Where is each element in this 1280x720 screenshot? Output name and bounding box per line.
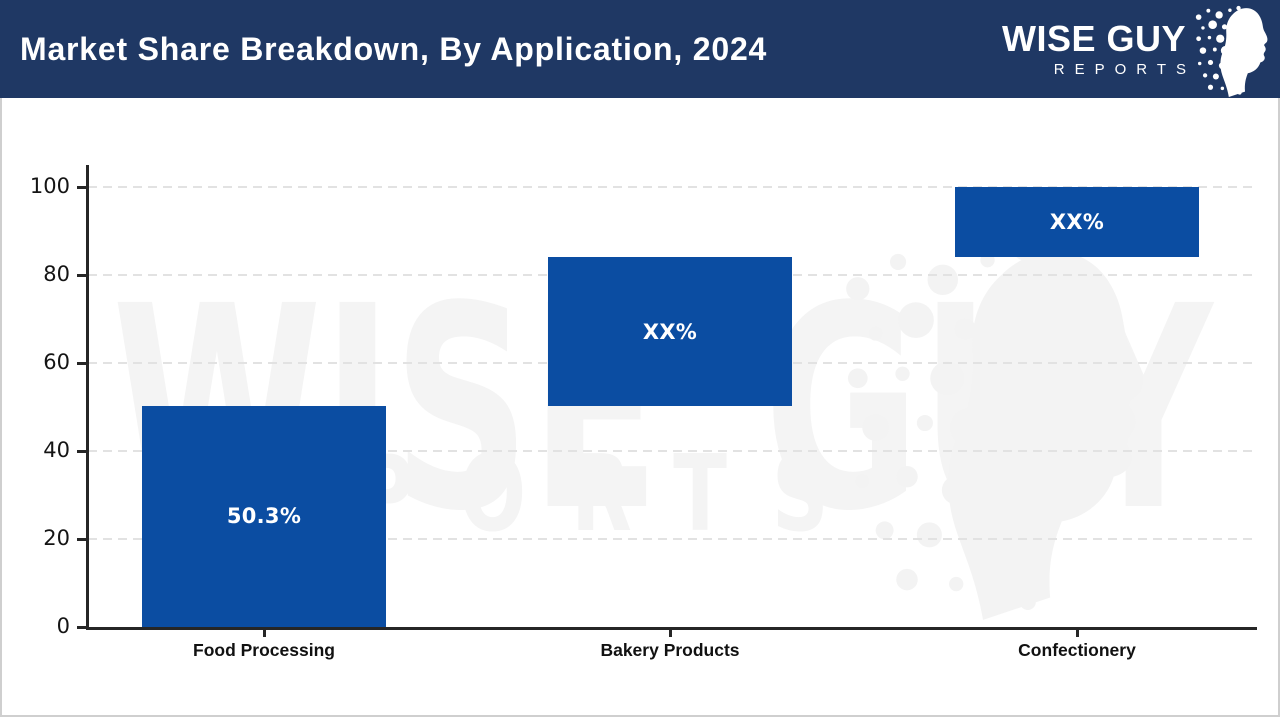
gridline xyxy=(88,538,1255,540)
x-category-label: Confectionery xyxy=(1018,640,1136,660)
brand-logo: WISE GUY REPORTS xyxy=(1002,0,1272,98)
y-axis-tick xyxy=(77,450,86,453)
y-axis-tick-label: 80 xyxy=(43,262,70,286)
y-axis-tick xyxy=(77,186,86,189)
brand-face-icon xyxy=(1190,2,1272,97)
x-axis-tick xyxy=(1076,629,1079,637)
bar: XX% xyxy=(548,257,792,406)
gridline xyxy=(88,186,1255,188)
bar-value-label: XX% xyxy=(642,319,698,344)
x-category-label: Bakery Products xyxy=(600,640,740,660)
watermark-face-icon xyxy=(822,226,1162,620)
bar-value-label: XX% xyxy=(1049,210,1105,235)
y-axis-line xyxy=(86,165,89,629)
plot: 0 20 40 60 80 100 50.3% Food Processing XX% Baker… xyxy=(0,98,1280,720)
y-axis-tick xyxy=(77,362,86,365)
brand-text: WISE GUY REPORTS xyxy=(1001,18,1186,78)
chart-title: Market Share Breakdown, By Application, … xyxy=(20,30,768,67)
x-axis-tick xyxy=(669,629,672,637)
bar: XX% xyxy=(955,187,1199,258)
brand-name: WISE GUY xyxy=(1001,18,1186,59)
y-axis-tick-label: 20 xyxy=(43,526,70,550)
y-axis-tick xyxy=(77,626,86,629)
gridline xyxy=(88,450,1255,452)
y-axis-tick-label: 40 xyxy=(43,438,70,462)
brand-subname: REPORTS xyxy=(1053,61,1196,78)
y-axis-tick-label: 0 xyxy=(56,614,70,638)
y-axis-tick-label: 100 xyxy=(29,174,70,198)
chart-area: WISE GUY REPORTS 0 20 40 60 80 100 50.3% Food P… xyxy=(0,98,1280,720)
y-axis-tick xyxy=(77,538,86,541)
x-axis-tick xyxy=(263,629,266,637)
x-axis-line xyxy=(86,627,1257,630)
x-category-label: Food Processing xyxy=(193,640,335,660)
header: Market Share Breakdown, By Application, … xyxy=(0,0,1280,98)
bar-value-label: 50.3% xyxy=(226,504,302,529)
y-axis-tick xyxy=(77,274,86,277)
y-axis-tick-label: 60 xyxy=(43,350,70,374)
bar: 50.3% xyxy=(142,405,386,627)
